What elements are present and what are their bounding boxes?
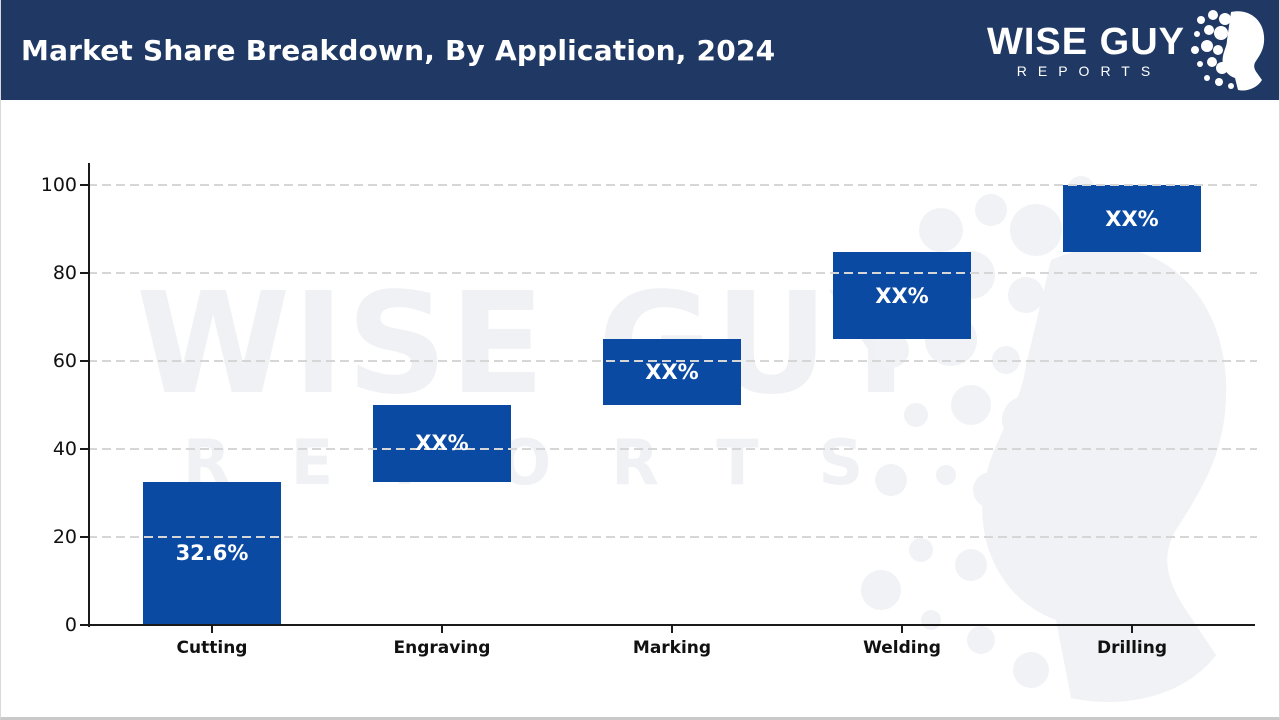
bar-value-label-engraving: XX% [415, 431, 469, 456]
xtick-marking [671, 626, 673, 633]
logo-wordmark: WISE GUY REPORTS [987, 22, 1185, 79]
ytick-label-100: 100 [40, 174, 77, 196]
bar-engraving [373, 405, 511, 482]
xtick-drilling [1131, 626, 1133, 633]
ytick-60 [80, 360, 88, 362]
xtick-engraving [441, 626, 443, 633]
ytick-0 [80, 624, 88, 626]
category-label-engraving: Engraving [393, 638, 491, 658]
bar-welding [833, 252, 971, 339]
category-label-drilling: Drilling [1096, 638, 1168, 658]
ytick-label-60: 60 [52, 350, 77, 372]
bar-drilling [1063, 185, 1201, 253]
ytick-label-20: 20 [52, 526, 77, 548]
ytick-40 [80, 448, 88, 450]
gridline-60 [88, 360, 1257, 362]
ytick-label-0: 0 [64, 614, 77, 636]
bar-value-label-drilling: XX% [1105, 206, 1159, 231]
logo-line1: WISE GUY [986, 20, 1185, 63]
ytick-20 [80, 536, 88, 538]
watermark-wordmark: WISE GUY [136, 263, 934, 426]
xtick-welding [901, 626, 903, 633]
category-label-marking: Marking [632, 638, 712, 658]
category-label-cutting: Cutting [176, 638, 248, 658]
gridline-100 [88, 184, 1257, 186]
ytick-label-40: 40 [52, 438, 77, 460]
ytick-80 [80, 272, 88, 274]
bar-marking [603, 339, 741, 405]
x-axis-line [88, 624, 1255, 626]
gridline-20 [88, 536, 1257, 538]
y-axis-line [88, 163, 90, 627]
logo-line2: REPORTS [1016, 62, 1162, 79]
ytick-100 [80, 184, 88, 186]
bar-value-label-marking: XX% [645, 360, 699, 384]
header: Market Share Breakdown, By Application, … [1, 0, 1279, 100]
gridline-40 [88, 448, 1257, 450]
page-title: Market Share Breakdown, By Application, … [21, 34, 776, 67]
watermark-subtext: REPORTS [183, 426, 924, 499]
logo-head-icon [1191, 10, 1265, 91]
bar-value-label-welding: XX% [875, 283, 929, 308]
wiseguy-logo: WISE GUY REPORTS [987, 6, 1269, 94]
xtick-cutting [211, 626, 213, 633]
bar-cutting [143, 481, 281, 625]
bar-value-label-cutting: 32.6% [175, 541, 249, 566]
ytick-label-80: 80 [52, 262, 77, 284]
gridline-80 [88, 272, 1257, 274]
category-label-welding: Welding [863, 638, 941, 658]
